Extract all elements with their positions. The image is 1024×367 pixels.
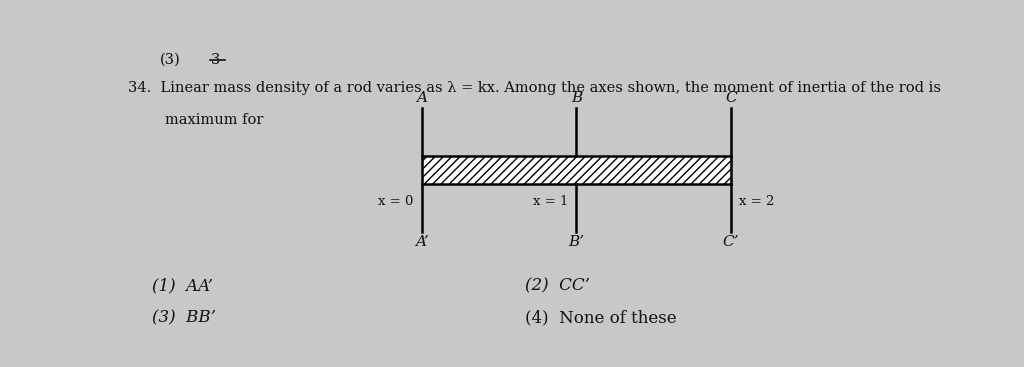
Text: (1)  AA’: (1) AA’: [152, 277, 213, 294]
Text: C: C: [725, 91, 737, 105]
Text: C’: C’: [723, 235, 739, 249]
Text: maximum for: maximum for: [128, 113, 263, 127]
Text: x = 1: x = 1: [534, 195, 568, 208]
Text: x = 2: x = 2: [739, 195, 774, 208]
Text: 3: 3: [211, 52, 221, 66]
Bar: [422, 156, 731, 184]
Text: B: B: [570, 91, 582, 105]
Text: A: A: [416, 91, 427, 105]
Text: (2)  CC’: (2) CC’: [524, 277, 590, 294]
Text: (3)  BB’: (3) BB’: [152, 310, 216, 327]
Text: B’: B’: [568, 235, 585, 249]
Text: A’: A’: [415, 235, 428, 249]
Text: (4)  None of these: (4) None of these: [524, 310, 677, 327]
Text: (3): (3): [160, 52, 180, 66]
Text: 34.  Linear mass density of a rod varies as λ = kx. Among the axes shown, the mo: 34. Linear mass density of a rod varies …: [128, 81, 941, 95]
Text: x = 0: x = 0: [378, 195, 414, 208]
